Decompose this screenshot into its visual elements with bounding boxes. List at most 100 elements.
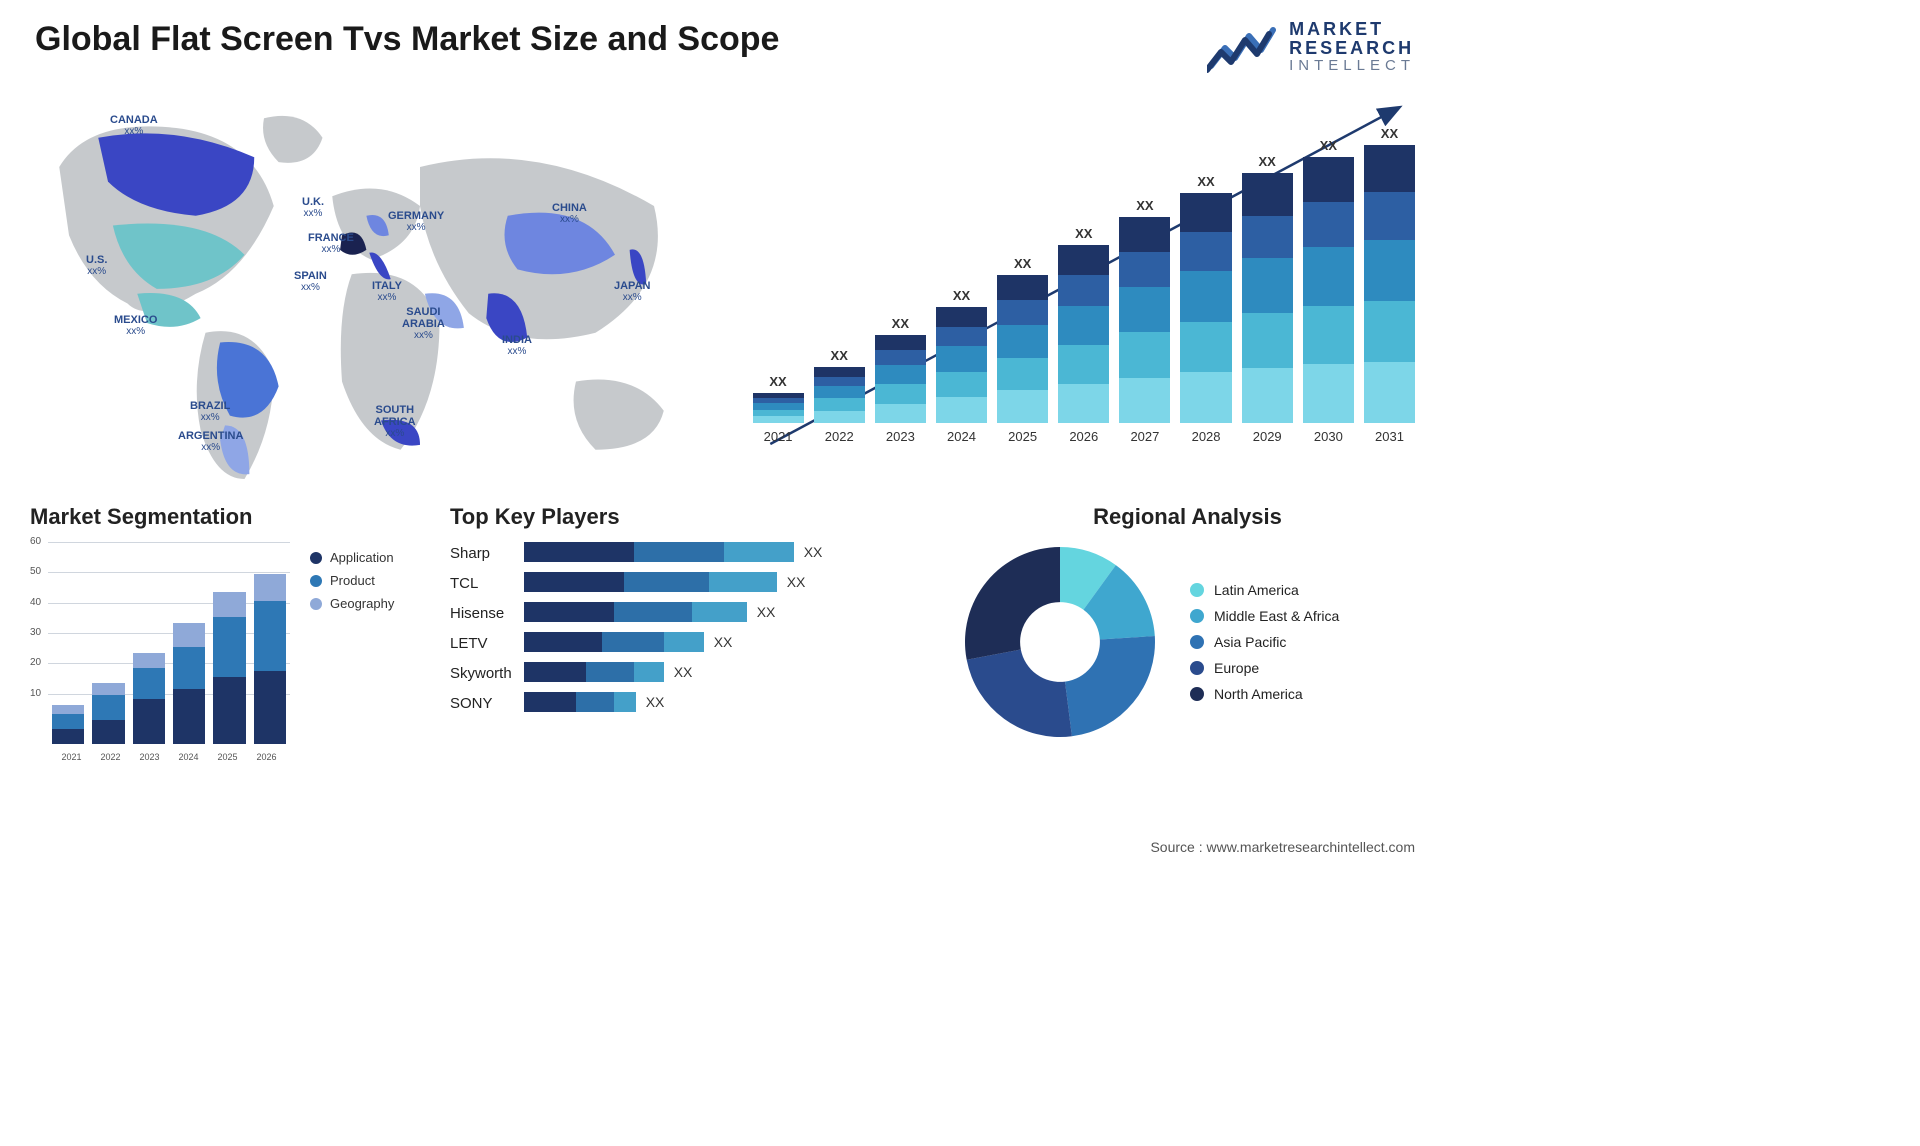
kp-row-hisense: XX bbox=[524, 602, 930, 622]
regional-legend-item: Europe bbox=[1190, 660, 1339, 676]
seg-segment-product bbox=[133, 668, 165, 698]
map-label-canada: CANADAxx% bbox=[110, 114, 158, 137]
kp-bar bbox=[524, 542, 794, 562]
growth-bar-segment bbox=[1242, 258, 1293, 313]
legend-label: Application bbox=[330, 550, 394, 565]
regional-donut-chart bbox=[950, 542, 1170, 742]
growth-value-label: XX bbox=[1075, 226, 1092, 241]
growth-bar-segment bbox=[875, 365, 926, 384]
growth-bar-segment bbox=[875, 350, 926, 365]
growth-bar-stack bbox=[1364, 145, 1415, 423]
growth-year-label: 2031 bbox=[1375, 429, 1404, 444]
legend-label: Geography bbox=[330, 596, 394, 611]
kp-bar-segment bbox=[614, 692, 636, 712]
growth-bar-segment bbox=[1180, 193, 1231, 232]
kp-bar-segment bbox=[724, 542, 794, 562]
growth-bar-stack bbox=[814, 367, 865, 423]
growth-bar-segment bbox=[997, 300, 1048, 325]
growth-year-label: 2028 bbox=[1192, 429, 1221, 444]
growth-bar-2029: XX2029 bbox=[1242, 154, 1293, 444]
seg-bar-2023 bbox=[133, 653, 165, 744]
seg-xtick: 2026 bbox=[256, 752, 276, 762]
kp-bar-segment bbox=[524, 602, 614, 622]
growth-bar-segment bbox=[1303, 202, 1354, 247]
regional-legend-item: Latin America bbox=[1190, 582, 1339, 598]
brand-logo: MARKET RESEARCH INTELLECT bbox=[1207, 20, 1415, 74]
donut-slice-europe bbox=[967, 649, 1072, 737]
growth-bar-segment bbox=[1242, 173, 1293, 216]
kp-bar bbox=[524, 632, 704, 652]
map-label-france: FRANCExx% bbox=[308, 232, 354, 255]
growth-year-label: 2022 bbox=[825, 429, 854, 444]
kp-bar-segment bbox=[524, 542, 634, 562]
kp-bar bbox=[524, 572, 777, 592]
kp-bar-segment bbox=[524, 572, 624, 592]
growth-value-label: XX bbox=[1014, 256, 1031, 271]
logo-line2: RESEARCH bbox=[1289, 39, 1415, 58]
growth-bar-segment bbox=[997, 325, 1048, 358]
growth-bar-2022: XX2022 bbox=[814, 348, 865, 444]
growth-bar-segment bbox=[1364, 192, 1415, 239]
kp-label-hisense: Hisense bbox=[450, 604, 512, 624]
growth-bar-segment bbox=[1364, 240, 1415, 301]
growth-bar-segment bbox=[936, 397, 987, 423]
seg-ytick: 20 bbox=[30, 657, 41, 668]
seg-bar-2026 bbox=[254, 574, 286, 744]
seg-segment-geography bbox=[133, 653, 165, 668]
growth-value-label: XX bbox=[1381, 126, 1398, 141]
growth-bar-segment bbox=[1303, 157, 1354, 202]
kp-bar-segment bbox=[524, 662, 586, 682]
map-label-italy: ITALYxx% bbox=[372, 280, 402, 303]
growth-bar-stack bbox=[1058, 245, 1109, 423]
growth-bar-segment bbox=[1364, 301, 1415, 362]
growth-bar-2025: XX2025 bbox=[997, 256, 1048, 444]
growth-bar-segment bbox=[1058, 306, 1109, 345]
regional-legend-item: Asia Pacific bbox=[1190, 634, 1339, 650]
seg-legend-item: Application bbox=[310, 550, 394, 565]
growth-bar-2024: XX2024 bbox=[936, 288, 987, 444]
landmass-australia bbox=[574, 380, 664, 450]
seg-bar-2021 bbox=[52, 705, 84, 744]
seg-xtick: 2022 bbox=[100, 752, 120, 762]
growth-bar-2030: XX2030 bbox=[1303, 138, 1354, 444]
growth-bar-segment bbox=[1119, 287, 1170, 332]
growth-bar-segment bbox=[1364, 145, 1415, 192]
growth-year-label: 2029 bbox=[1253, 429, 1282, 444]
legend-swatch-icon bbox=[1190, 661, 1204, 675]
growth-bar-segment bbox=[814, 398, 865, 410]
kp-bar-segment bbox=[664, 632, 704, 652]
growth-bar-segment bbox=[936, 346, 987, 372]
growth-bar-segment bbox=[1058, 384, 1109, 423]
kp-label-sharp: Sharp bbox=[450, 544, 512, 564]
kp-value-label: XX bbox=[646, 694, 665, 710]
growth-bar-segment bbox=[936, 307, 987, 327]
growth-bar-2023: XX2023 bbox=[875, 316, 926, 444]
kp-label-skyworth: Skyworth bbox=[450, 664, 512, 684]
map-label-argentina: ARGENTINAxx% bbox=[178, 430, 243, 453]
seg-segment-product bbox=[213, 617, 245, 678]
kp-bar-segment bbox=[614, 602, 692, 622]
logo-line3: INTELLECT bbox=[1289, 58, 1415, 74]
map-label-germany: GERMANYxx% bbox=[388, 210, 444, 233]
seg-segment-product bbox=[52, 714, 84, 729]
kp-value-label: XX bbox=[714, 634, 733, 650]
growth-bar-segment bbox=[753, 403, 804, 410]
kp-bar-segment bbox=[602, 632, 664, 652]
seg-segment-geography bbox=[254, 574, 286, 601]
seg-ytick: 10 bbox=[30, 688, 41, 699]
growth-bar-stack bbox=[936, 307, 987, 423]
growth-bar-segment bbox=[1119, 217, 1170, 252]
growth-bar-segment bbox=[1303, 306, 1354, 365]
map-label-mexico: MEXICOxx% bbox=[114, 314, 157, 337]
legend-label: Middle East & Africa bbox=[1214, 608, 1339, 624]
seg-ytick: 50 bbox=[30, 566, 41, 577]
map-label-spain: SPAINxx% bbox=[294, 270, 327, 293]
growth-bar-segment bbox=[753, 410, 804, 417]
growth-bar-segment bbox=[1058, 245, 1109, 275]
growth-bar-segment bbox=[875, 335, 926, 350]
source-attribution: Source : www.marketresearchintellect.com bbox=[1150, 839, 1415, 855]
growth-bar-segment bbox=[814, 367, 865, 377]
growth-bar-segment bbox=[997, 358, 1048, 391]
growth-bar-stack bbox=[1242, 173, 1293, 423]
seg-xtick: 2025 bbox=[217, 752, 237, 762]
